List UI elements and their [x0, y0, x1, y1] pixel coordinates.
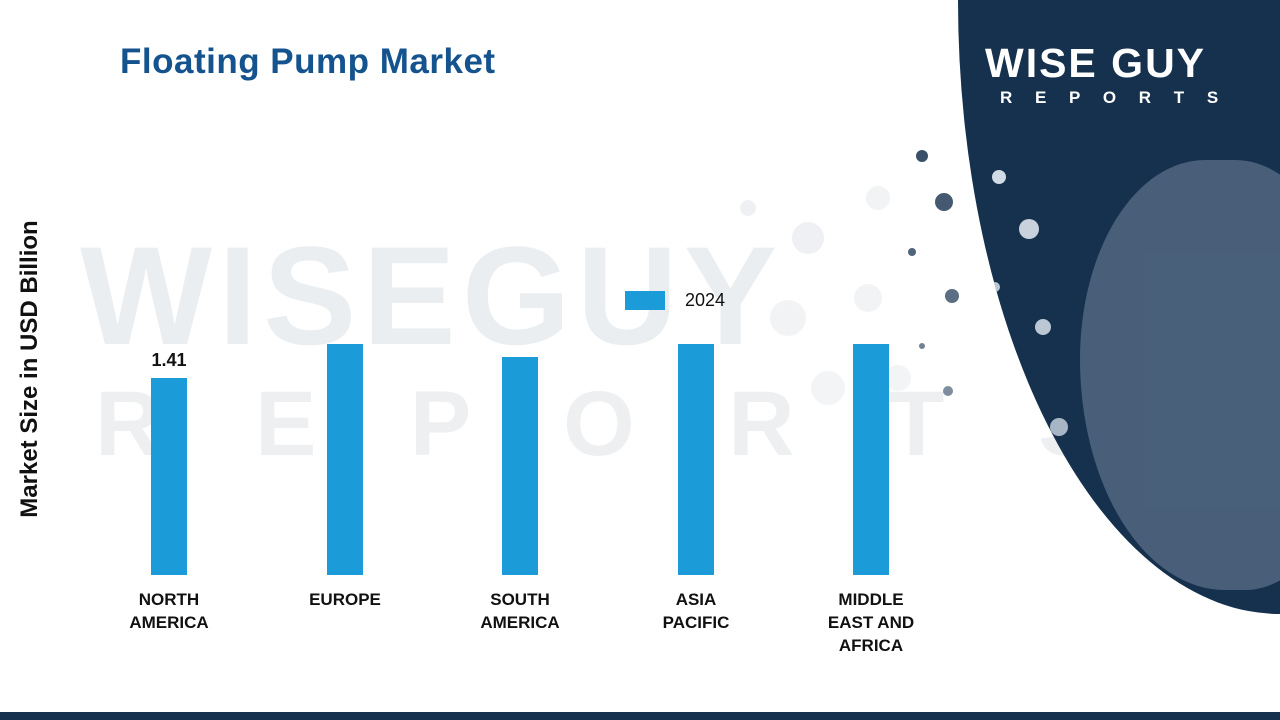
bottom-bar: [0, 712, 1280, 720]
category-label: NORTH AMERICA: [129, 590, 209, 632]
logo-dots-pattern: [916, 150, 928, 162]
chart-legend: 2024: [625, 290, 725, 311]
watermark-reports-text: R E P O R T S: [95, 373, 1134, 475]
wiseguy-logo-reports-text: R E P O R T S: [1000, 88, 1228, 107]
wiseguy-logo-text: WISE GUY: [985, 40, 1207, 86]
category-label: ASIA PACIFIC: [662, 590, 730, 632]
watermark-dots-pattern: [740, 200, 756, 216]
bar-south-america: [502, 357, 538, 575]
bar-asia-pacific: [678, 344, 714, 575]
value-label: 1.41: [151, 350, 187, 370]
category-label: EUROPE: [309, 590, 381, 609]
bar-europe: [327, 344, 363, 575]
page-title: Floating Pump Market: [120, 42, 496, 81]
category-label: SOUTH AMERICA: [480, 590, 560, 632]
legend-label: 2024: [685, 290, 726, 310]
category-label: MIDDLE EAST AND AFRICA: [827, 590, 915, 655]
bar-middle-east-and-africa: [853, 344, 889, 575]
legend-swatch-2024: [625, 291, 665, 310]
bar-north-america: [151, 378, 187, 575]
logo-dots-light-pattern: [992, 170, 1006, 184]
